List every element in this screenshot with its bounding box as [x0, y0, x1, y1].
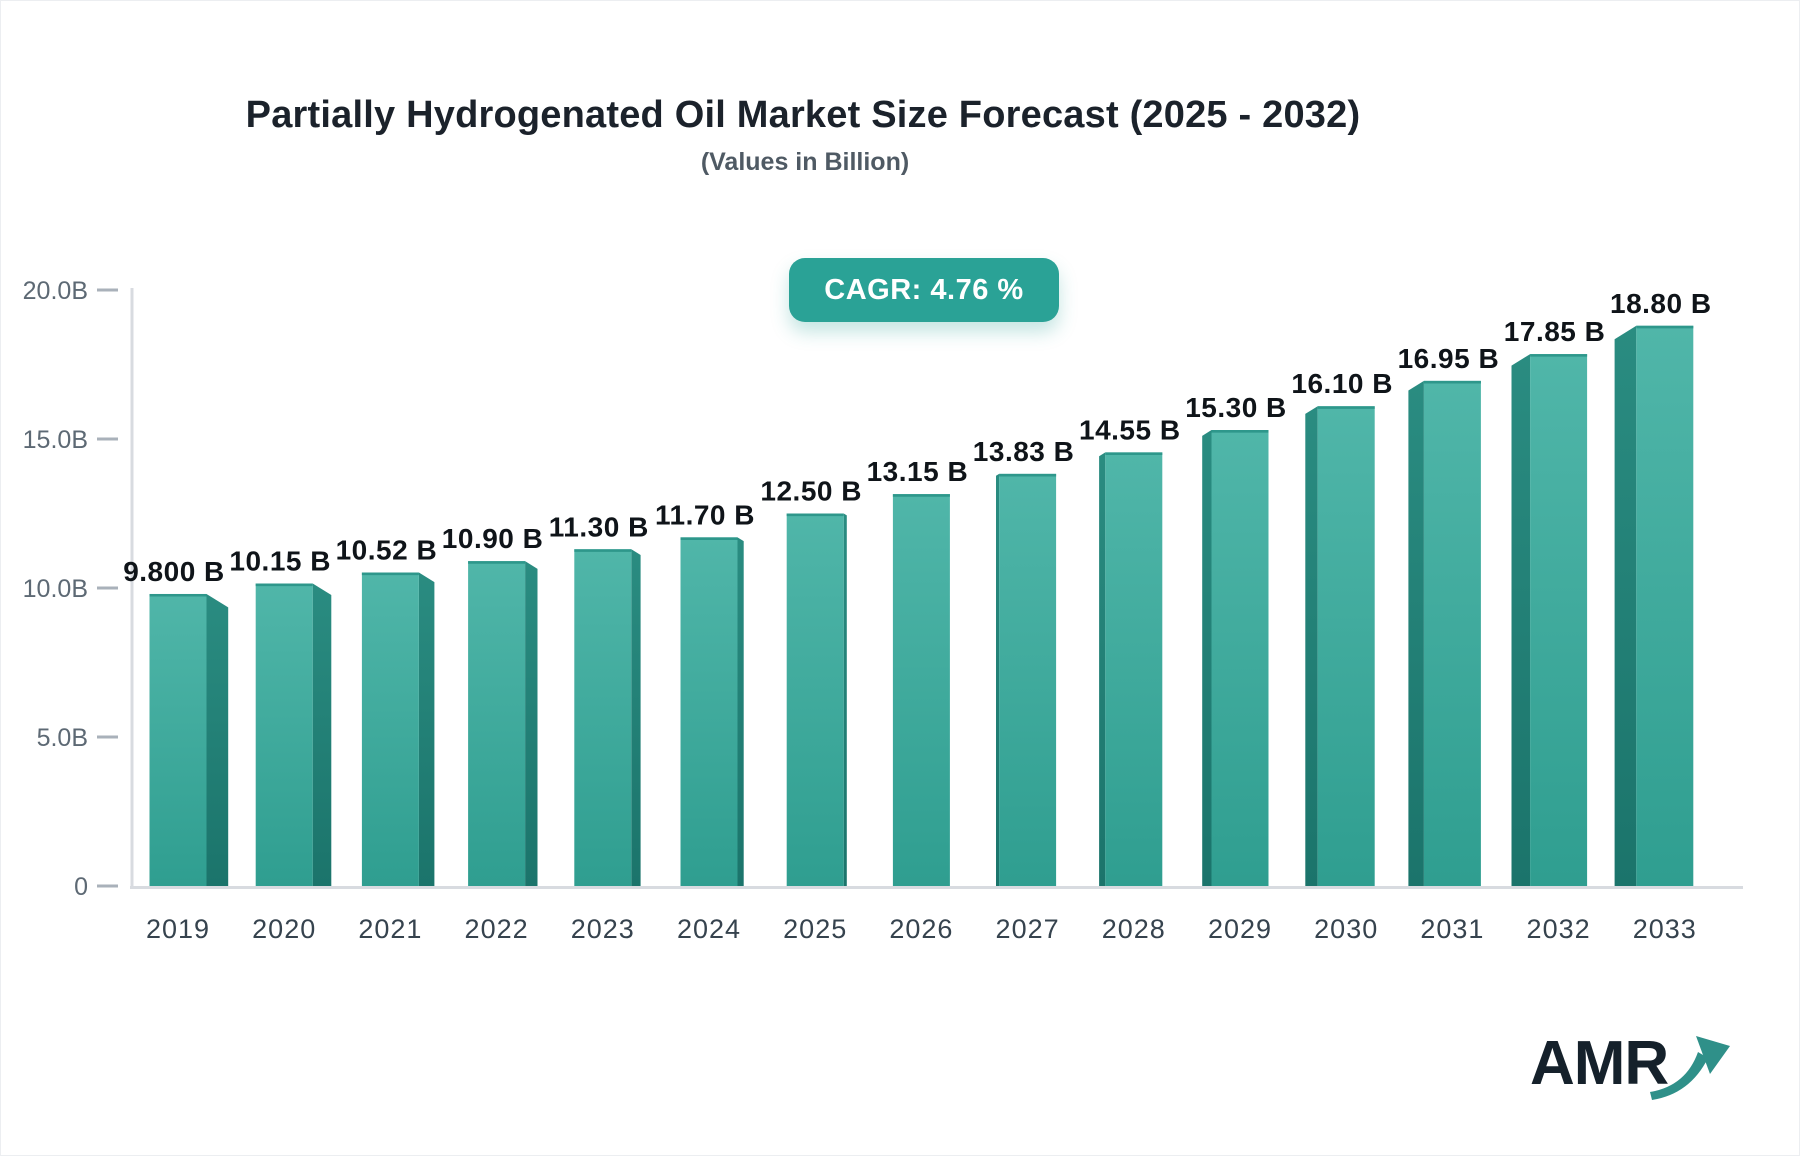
- chart-subtitle: (Values in Billion): [700, 148, 910, 176]
- x-axis-label: 2025: [783, 914, 847, 944]
- x-axis-label: 2024: [677, 914, 741, 944]
- amr-logo-text: AMR: [1530, 1029, 1669, 1098]
- bar-side-2025: [843, 513, 847, 886]
- x-axis-label: 2033: [1633, 914, 1697, 944]
- bar-side-2029: [1202, 430, 1212, 886]
- x-axis-label: 2028: [1102, 914, 1166, 944]
- bar-2021: [361, 572, 419, 886]
- bar-value-label: 12.50 B: [760, 476, 862, 507]
- bar-2025: [786, 513, 844, 886]
- cagr-badge-label: CAGR: 4.76 %: [824, 273, 1024, 306]
- x-axis-label: 2019: [146, 914, 210, 944]
- bar-2033: [1636, 325, 1694, 886]
- bar-value-label: 18.80 B: [1610, 288, 1712, 319]
- bar-2023: [574, 549, 632, 886]
- x-axis-label: 2032: [1527, 914, 1591, 944]
- bar-side-2022: [525, 561, 538, 886]
- bar-2026: [892, 494, 950, 886]
- bar-side-2021: [418, 572, 435, 886]
- bar-2024: [680, 537, 738, 886]
- y-axis-label: 15.0B: [23, 426, 88, 454]
- bar-side-2024: [737, 537, 744, 886]
- cagr-badge: CAGR: 4.76 %: [789, 258, 1059, 322]
- bar-side-2023: [631, 549, 641, 886]
- bar-side-2020: [312, 583, 332, 886]
- bar-value-label: 13.83 B: [973, 436, 1075, 467]
- x-axis-label: 2027: [996, 914, 1060, 944]
- x-axis-label: 2029: [1208, 914, 1272, 944]
- x-axis-label: 2021: [358, 914, 422, 944]
- x-axis-label: 2023: [571, 914, 635, 944]
- bar-side-2030: [1305, 406, 1318, 886]
- bar-2030: [1317, 406, 1375, 886]
- chart-title: Partially Hydrogenated Oil Market Size F…: [245, 94, 1361, 136]
- y-axis-label: 5.0B: [37, 724, 88, 752]
- x-axis-label: 2030: [1314, 914, 1378, 944]
- bar-side-2019: [206, 593, 229, 886]
- bar-side-2027: [996, 473, 1000, 886]
- bar-value-label: 15.30 B: [1185, 392, 1287, 423]
- bar-2019: [149, 593, 207, 886]
- y-axis-label: 10.0B: [23, 575, 88, 603]
- bar-2029: [1211, 430, 1269, 886]
- x-axis-label: 2031: [1420, 914, 1484, 944]
- bar-value-label: 16.95 B: [1398, 343, 1500, 374]
- bar-value-label: 17.85 B: [1504, 316, 1606, 347]
- bar-side-2032: [1511, 354, 1531, 886]
- bar-2028: [1105, 452, 1163, 886]
- bar-value-label: 13.15 B: [867, 456, 969, 487]
- y-axis-label: 0: [74, 873, 88, 901]
- bar-2027: [999, 473, 1057, 886]
- x-axis-label: 2026: [889, 914, 953, 944]
- bar-2032: [1530, 354, 1588, 886]
- amr-logo: AMR: [1530, 1032, 1750, 1122]
- x-axis-label: 2020: [252, 914, 316, 944]
- amr-logo-arrow-icon: [1650, 1036, 1730, 1100]
- bar-value-label: 9.800 B: [123, 556, 225, 587]
- bar-value-label: 10.15 B: [229, 546, 331, 577]
- bar-value-label: 10.90 B: [442, 523, 544, 554]
- bar-value-label: 11.30 B: [549, 511, 649, 542]
- bar-value-label: 11.70 B: [655, 499, 755, 530]
- bar-side-2031: [1408, 380, 1424, 886]
- bar-2020: [255, 583, 313, 886]
- bar-side-2028: [1099, 452, 1106, 886]
- bar-2031: [1423, 380, 1481, 886]
- x-axis-label: 2022: [465, 914, 529, 944]
- bar-value-label: 16.10 B: [1291, 368, 1393, 399]
- bar-2022: [468, 561, 526, 886]
- y-axis-label: 20.0B: [23, 277, 88, 305]
- bar-value-label: 14.55 B: [1079, 414, 1181, 445]
- bar-side-2033: [1614, 325, 1637, 886]
- bar-value-label: 10.52 B: [336, 535, 438, 566]
